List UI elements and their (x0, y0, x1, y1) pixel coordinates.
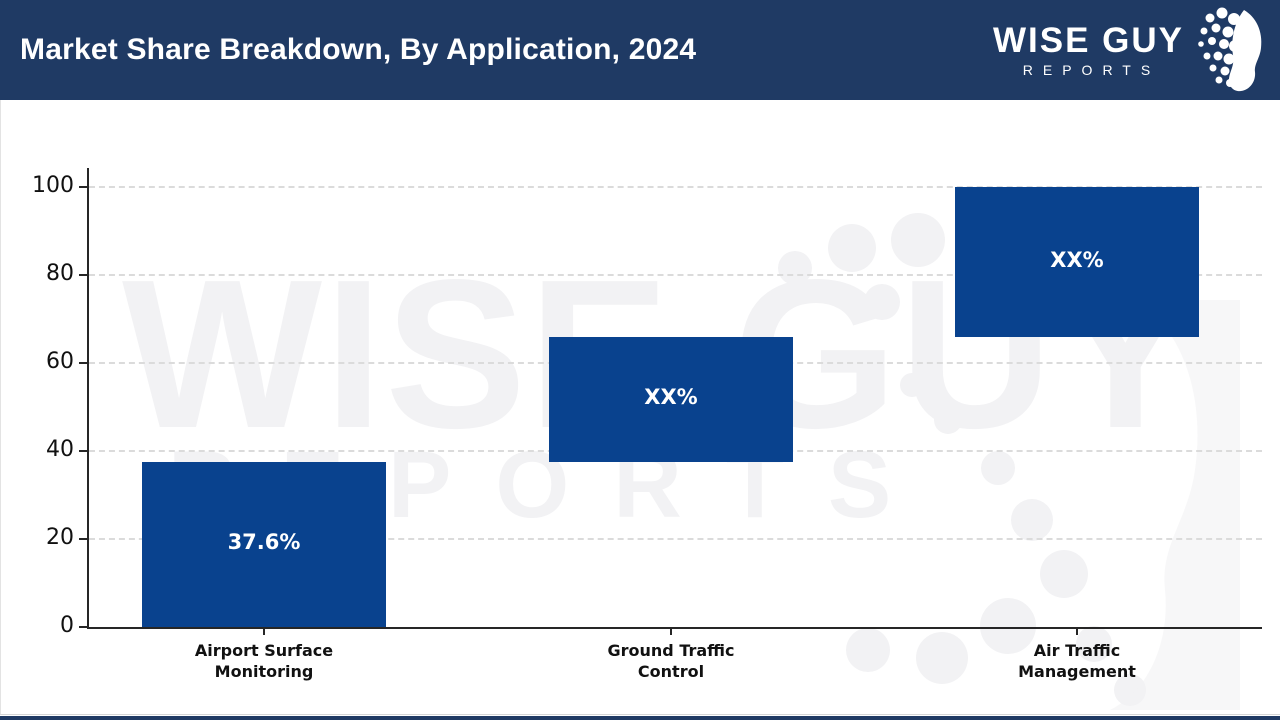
y-axis-tick-label: 80 (46, 261, 74, 286)
x-axis-category-label: Air Traffic Management (917, 640, 1237, 682)
y-axis-tick-label: 60 (46, 349, 74, 374)
footer-band (0, 716, 1280, 720)
category-label-line: Control (637, 662, 705, 681)
bar-segment-3 (955, 187, 1199, 337)
category-label-line: Management (1018, 662, 1136, 681)
y-axis-tickmark (79, 362, 87, 364)
footer-hairline (0, 714, 1280, 715)
category-label-line: Ground Traffic (607, 641, 735, 660)
y-axis-tickmark (79, 538, 87, 540)
bar-value-label: XX% (1050, 247, 1104, 272)
bar-segment-1 (142, 461, 386, 627)
category-label-line: Air Traffic (1033, 641, 1121, 660)
y-axis-tick-label: 0 (60, 613, 74, 638)
logo-subtext: REPORTS (1022, 61, 1161, 78)
x-axis-line (87, 627, 1262, 629)
y-axis-tickmark (79, 274, 87, 276)
x-axis-tickmark (263, 629, 265, 635)
left-border-line (0, 100, 1, 715)
bar-segment-2 (549, 336, 793, 462)
bar-value-label: XX% (644, 385, 698, 410)
header-band: Market Share Breakdown, By Application, … (0, 0, 1280, 100)
bar-value-label: 37.6% (227, 530, 301, 555)
y-axis-tickmark (79, 450, 87, 452)
x-axis-tickmark (1076, 629, 1078, 635)
x-axis-category-label: Ground Traffic Control (511, 640, 831, 682)
brand-logo: WISE GUY REPORTS (993, 4, 1266, 96)
y-axis-line (87, 168, 89, 629)
logo-face-icon (1198, 7, 1262, 92)
y-axis-tick-label: 100 (32, 173, 74, 198)
y-axis-tick-label: 40 (46, 437, 74, 462)
x-axis-tickmark (670, 629, 672, 635)
gridline (89, 186, 1262, 188)
x-axis-category-label: Airport Surface Monitoring (104, 640, 424, 682)
category-label-line: Monitoring (214, 662, 314, 681)
y-axis-tickmark (79, 186, 87, 188)
y-axis-tickmark (79, 626, 87, 628)
gridline (89, 274, 1262, 276)
category-label-line: Airport Surface (194, 641, 334, 660)
page-title: Market Share Breakdown, By Application, … (20, 33, 697, 66)
logo-wordmark: WISE GUY (992, 20, 1184, 60)
y-axis-tick-label: 20 (46, 525, 74, 550)
brand-logo-text: WISE GUY REPORTS (993, 23, 1184, 78)
gridline (89, 538, 1262, 540)
